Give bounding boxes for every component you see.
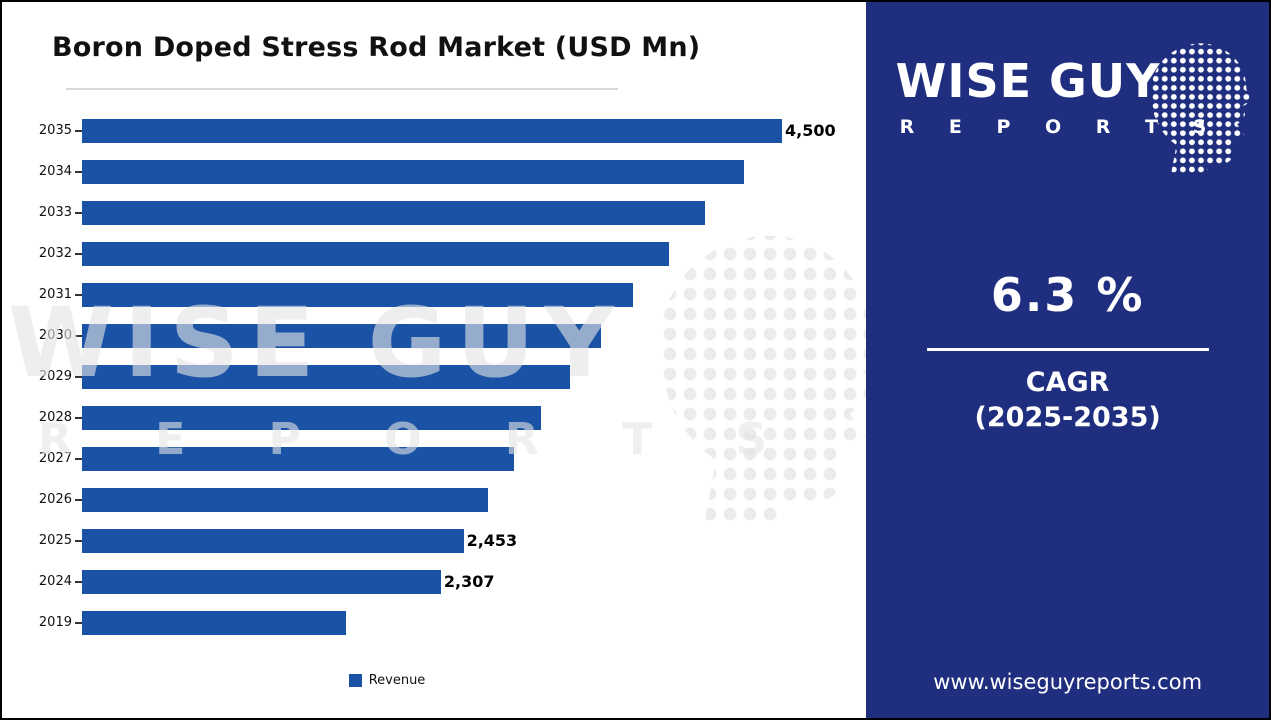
year-label: 2032 — [38, 246, 72, 261]
year-label: 2029 — [38, 369, 72, 384]
bar-track — [82, 241, 782, 266]
axis-tick — [75, 580, 82, 583]
bar-row: 2026 — [20, 479, 866, 520]
value-label: 2,307 — [443, 572, 495, 591]
bar-track — [82, 364, 782, 389]
revenue-bar — [82, 159, 745, 184]
year-label: 2035 — [38, 123, 72, 138]
year-label: 2034 — [38, 164, 72, 179]
revenue-bar — [82, 528, 464, 553]
cagr-divider — [926, 348, 1209, 351]
year-label: 2033 — [38, 205, 72, 220]
year-label: 2024 — [38, 574, 72, 589]
cagr-period: (2025-2035) — [974, 402, 1161, 433]
bar-track — [82, 405, 782, 430]
bar-row: 2033 — [20, 192, 866, 233]
bar-row: 2024 2,307 — [20, 561, 866, 602]
bar-track: 2,453 — [82, 528, 782, 553]
axis-tick — [75, 375, 82, 378]
revenue-bar — [82, 446, 515, 471]
revenue-bar — [82, 487, 488, 512]
bar-row: 2027 — [20, 438, 866, 479]
legend-label: Revenue — [368, 673, 426, 688]
year-label: 2026 — [38, 492, 72, 507]
value-label: 2,453 — [466, 531, 518, 550]
year-label: 2031 — [38, 287, 72, 302]
chart-title: Boron Doped Stress Rod Market (USD Mn) — [52, 32, 701, 63]
cagr-block: 6.3 % CAGR (2025-2035) — [926, 268, 1209, 433]
axis-tick — [75, 416, 82, 419]
axis-tick — [75, 457, 82, 460]
bar-row: 2019 — [20, 602, 866, 643]
revenue-bar — [82, 364, 570, 389]
bar-row: 2028 — [20, 397, 866, 438]
logo-head-icon — [1150, 43, 1251, 174]
axis-tick — [75, 539, 82, 542]
axis-tick — [75, 621, 82, 624]
cagr-label: CAGR — [1025, 367, 1110, 398]
revenue-bar — [82, 323, 602, 348]
title-divider — [66, 88, 618, 90]
axis-tick — [75, 252, 82, 255]
bar-row: 2031 — [20, 274, 866, 315]
brand-panel: WISE GUY R E P O R T S 6.3 % CAGR (2025-… — [866, 2, 1269, 718]
bar-chart: 2035 4,500 2034 2033 2032 2031 2030 2029 2028 202… — [20, 110, 866, 643]
bar-row: 2032 — [20, 233, 866, 274]
year-label: 2027 — [38, 451, 72, 466]
bar-row: 2034 — [20, 151, 866, 192]
year-label: 2030 — [38, 328, 72, 343]
revenue-bar — [82, 405, 541, 430]
cagr-value: 6.3 % — [990, 268, 1145, 322]
axis-tick — [75, 293, 82, 296]
bar-row: 2030 — [20, 315, 866, 356]
revenue-bar — [82, 200, 706, 225]
axis-tick — [75, 170, 82, 173]
bar-row: 2035 4,500 — [20, 110, 866, 151]
bar-track: 2,307 — [82, 569, 782, 594]
legend: Revenue — [2, 673, 772, 688]
value-label: 4,500 — [785, 121, 836, 140]
revenue-bar — [82, 569, 441, 594]
bar-track — [82, 446, 782, 471]
revenue-bar — [82, 241, 669, 266]
logo-subtitle: R E P O R T S — [899, 116, 1221, 138]
bar-row: 2025 2,453 — [20, 520, 866, 561]
axis-tick — [75, 334, 82, 337]
chart-section: Boron Doped Stress Rod Market (USD Mn) 2… — [2, 2, 867, 718]
year-label: 2019 — [38, 615, 72, 630]
revenue-bar — [82, 118, 782, 143]
bar-track — [82, 282, 782, 307]
year-label: 2028 — [38, 410, 72, 425]
legend-swatch — [348, 674, 362, 687]
bar-track — [82, 200, 782, 225]
logo-title: WISE GUY — [895, 54, 1161, 108]
bar-track — [82, 610, 782, 635]
bar-track — [82, 487, 782, 512]
bar-track — [82, 323, 782, 348]
axis-tick — [75, 498, 82, 501]
website-link[interactable]: www.wiseguyreports.com — [933, 670, 1203, 694]
axis-tick — [75, 129, 82, 132]
logo: WISE GUY R E P O R T S — [895, 43, 1251, 176]
revenue-bar — [82, 610, 347, 635]
bar-track — [82, 159, 782, 184]
bar-track: 4,500 — [82, 118, 836, 143]
revenue-bar — [82, 282, 633, 307]
bar-row: 2029 — [20, 356, 866, 397]
axis-tick — [75, 211, 82, 214]
year-label: 2025 — [38, 533, 72, 548]
